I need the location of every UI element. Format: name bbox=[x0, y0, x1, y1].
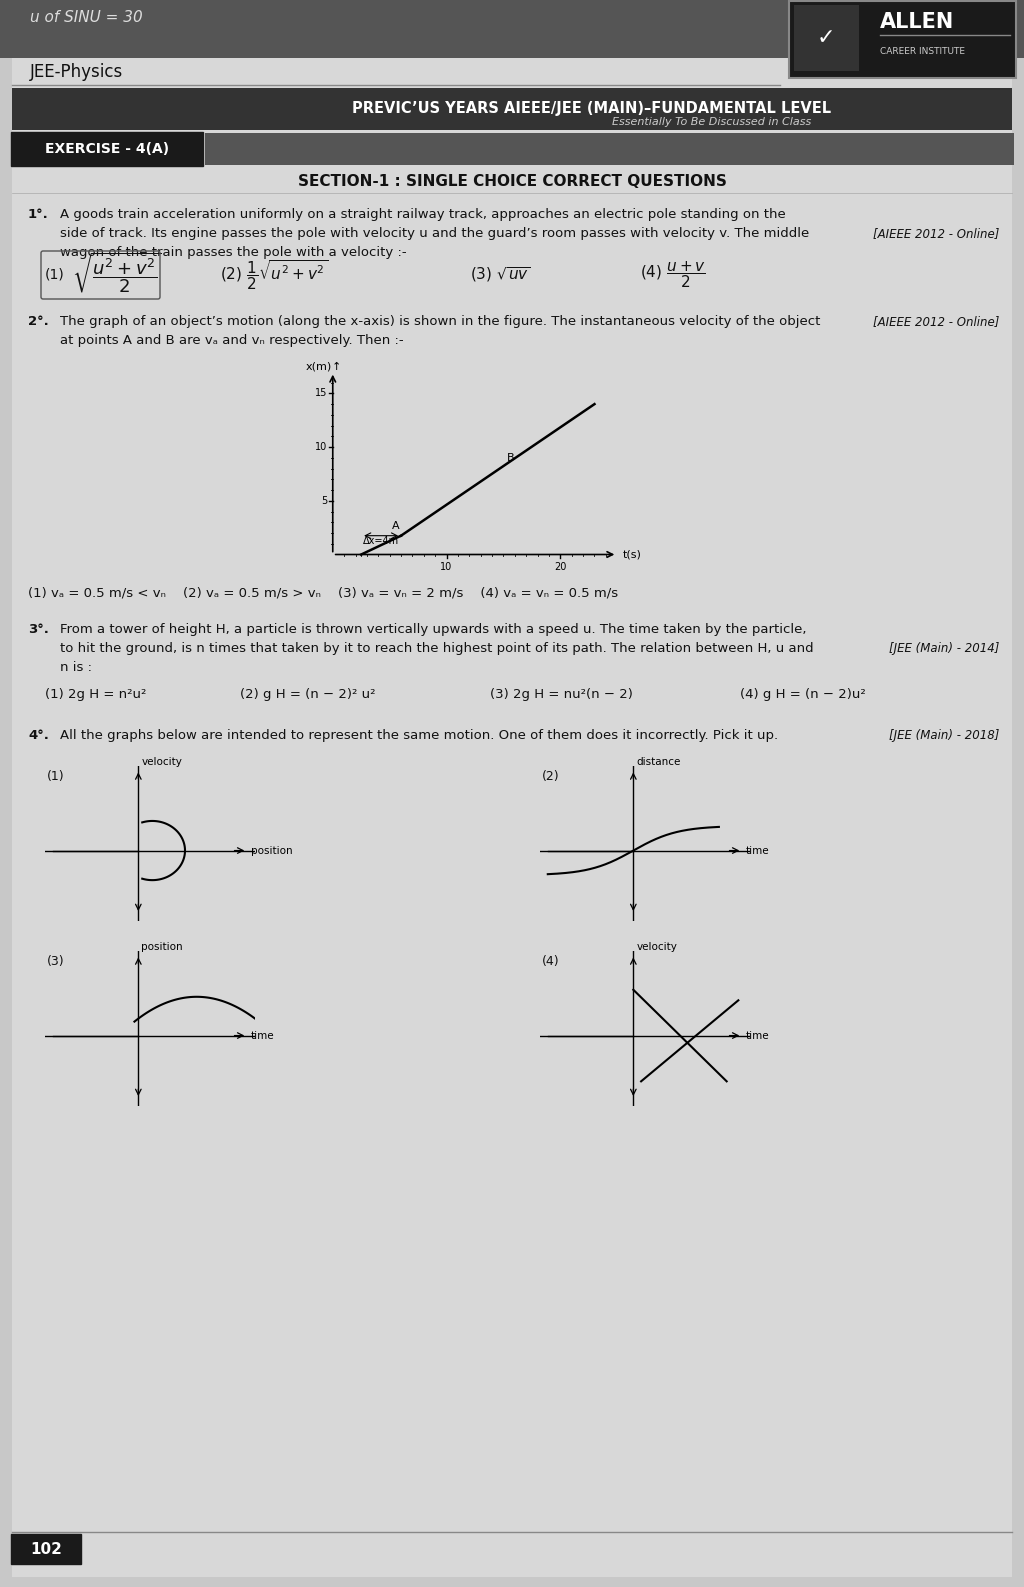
Text: 1°.: 1°. bbox=[28, 208, 49, 221]
Text: 4°.: 4°. bbox=[28, 728, 49, 743]
FancyBboxPatch shape bbox=[12, 10, 1012, 1577]
Text: n is :: n is : bbox=[60, 662, 92, 674]
Text: [JEE (Main) - 2014]: [JEE (Main) - 2014] bbox=[889, 643, 999, 655]
Text: 3°.: 3°. bbox=[28, 624, 49, 636]
Text: velocity: velocity bbox=[637, 943, 677, 952]
Text: (4): (4) bbox=[542, 955, 559, 968]
Text: (2) g H = (n − 2)² u²: (2) g H = (n − 2)² u² bbox=[240, 689, 376, 701]
Text: SECTION-1 : SINGLE CHOICE CORRECT QUESTIONS: SECTION-1 : SINGLE CHOICE CORRECT QUESTI… bbox=[298, 175, 726, 189]
Text: (3) 2g H = nu²(n − 2): (3) 2g H = nu²(n − 2) bbox=[490, 689, 633, 701]
Text: A: A bbox=[392, 522, 399, 532]
Text: to hit the ground, is n times that taken by it to reach the highest point of its: to hit the ground, is n times that taken… bbox=[60, 643, 814, 655]
Text: ALLEN: ALLEN bbox=[880, 13, 954, 32]
FancyBboxPatch shape bbox=[790, 2, 1016, 78]
FancyBboxPatch shape bbox=[794, 5, 859, 71]
Text: B: B bbox=[507, 452, 514, 463]
Text: position: position bbox=[141, 943, 183, 952]
Text: 5: 5 bbox=[321, 495, 327, 506]
FancyBboxPatch shape bbox=[12, 87, 1012, 130]
Text: (1) 2g H = n²u²: (1) 2g H = n²u² bbox=[45, 689, 146, 701]
Text: [JEE (Main) - 2018]: [JEE (Main) - 2018] bbox=[889, 728, 999, 743]
Text: time: time bbox=[251, 1030, 274, 1041]
Text: (1): (1) bbox=[45, 268, 65, 282]
Text: side of track. Its engine passes the pole with velocity u and the guard’s room p: side of track. Its engine passes the pol… bbox=[60, 227, 809, 240]
Text: velocity: velocity bbox=[141, 757, 182, 768]
Text: A goods train acceleration uniformly on a straight railway track, approaches an : A goods train acceleration uniformly on … bbox=[60, 208, 785, 221]
Text: time: time bbox=[746, 846, 770, 855]
Text: [AIEEE 2012 - Online]: [AIEEE 2012 - Online] bbox=[872, 227, 999, 240]
Text: From a tower of height H, a particle is thrown vertically upwards with a speed u: From a tower of height H, a particle is … bbox=[60, 624, 807, 636]
Text: t(s): t(s) bbox=[623, 549, 642, 560]
Text: 20: 20 bbox=[554, 562, 566, 571]
Text: wagon of the train passes the pole with a velocity :-: wagon of the train passes the pole with … bbox=[60, 246, 407, 259]
FancyBboxPatch shape bbox=[11, 132, 203, 167]
Text: Essentially To Be Discussed in Class: Essentially To Be Discussed in Class bbox=[612, 117, 812, 127]
Text: time: time bbox=[746, 1030, 770, 1041]
Text: All the graphs below are intended to represent the same motion. One of them does: All the graphs below are intended to rep… bbox=[60, 728, 778, 743]
Text: (3) $\sqrt{uv}$: (3) $\sqrt{uv}$ bbox=[470, 265, 530, 284]
Text: PREVIC’US YEARS AIEEE/JEE (MAIN)–FUNDAMENTAL LEVEL: PREVIC’US YEARS AIEEE/JEE (MAIN)–FUNDAME… bbox=[352, 102, 831, 116]
Text: at points A and B are vₐ and vₙ respectively. Then :-: at points A and B are vₐ and vₙ respecti… bbox=[60, 333, 403, 348]
Text: position: position bbox=[251, 846, 293, 855]
FancyBboxPatch shape bbox=[11, 1535, 81, 1565]
Text: ↑: ↑ bbox=[332, 362, 341, 371]
Text: 10: 10 bbox=[440, 562, 453, 571]
Text: distance: distance bbox=[637, 757, 681, 768]
Text: (4) $\dfrac{u+v}{2}$: (4) $\dfrac{u+v}{2}$ bbox=[640, 260, 707, 290]
Text: 10: 10 bbox=[314, 443, 327, 452]
Text: x(m): x(m) bbox=[306, 362, 332, 371]
FancyBboxPatch shape bbox=[0, 0, 1024, 59]
Text: (1) vₐ = 0.5 m/s < vₙ    (2) vₐ = 0.5 m/s > vₙ    (3) vₐ = vₙ = 2 m/s    (4) vₐ : (1) vₐ = 0.5 m/s < vₙ (2) vₐ = 0.5 m/s >… bbox=[28, 586, 618, 598]
Text: ✓: ✓ bbox=[817, 29, 836, 48]
Text: (1): (1) bbox=[46, 770, 65, 782]
Text: 15: 15 bbox=[314, 389, 327, 398]
Text: 2°.: 2°. bbox=[28, 314, 49, 329]
Text: [AIEEE 2012 - Online]: [AIEEE 2012 - Online] bbox=[872, 314, 999, 329]
Text: u of SINU = 30: u of SINU = 30 bbox=[30, 11, 142, 25]
Text: (3): (3) bbox=[46, 955, 65, 968]
Text: EXERCISE - 4(A): EXERCISE - 4(A) bbox=[45, 141, 169, 156]
FancyBboxPatch shape bbox=[205, 133, 1014, 165]
Text: $\sqrt{\dfrac{u^2+v^2}{2}}$: $\sqrt{\dfrac{u^2+v^2}{2}}$ bbox=[72, 251, 162, 295]
Text: 102: 102 bbox=[30, 1541, 61, 1557]
Text: (2) $\dfrac{1}{2}\sqrt{u^2+v^2}$: (2) $\dfrac{1}{2}\sqrt{u^2+v^2}$ bbox=[220, 259, 328, 292]
Text: (4) g H = (n − 2)u²: (4) g H = (n − 2)u² bbox=[740, 689, 865, 701]
Text: CAREER INSTITUTE: CAREER INSTITUTE bbox=[880, 48, 965, 57]
Text: (2): (2) bbox=[542, 770, 559, 782]
Text: Δx=4m: Δx=4m bbox=[362, 536, 398, 546]
Text: JEE-Physics: JEE-Physics bbox=[30, 63, 123, 81]
Text: The graph of an object’s motion (along the x-axis) is shown in the figure. The i: The graph of an object’s motion (along t… bbox=[60, 314, 820, 329]
